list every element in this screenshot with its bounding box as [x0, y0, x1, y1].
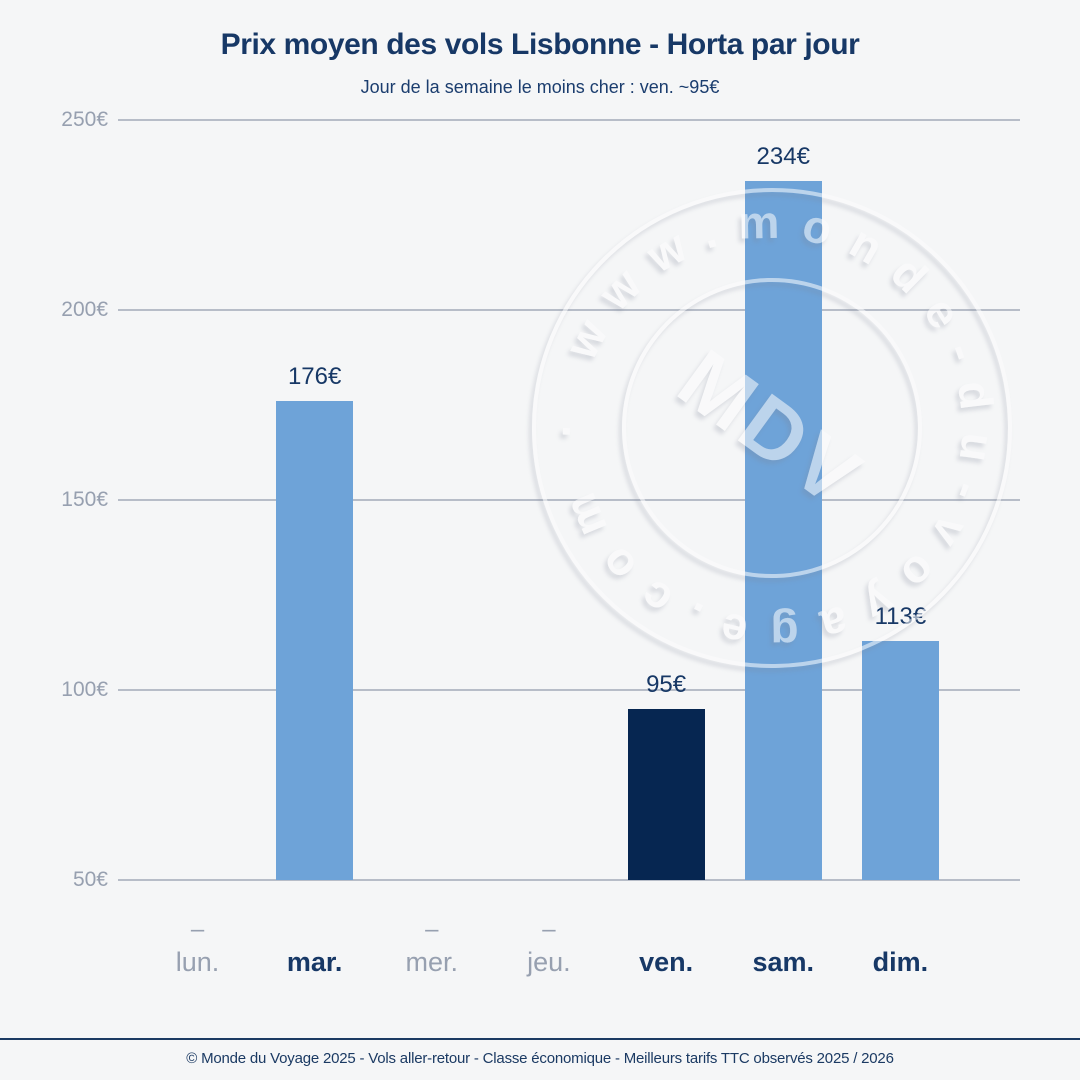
- x-axis-label-mar: mar.: [286, 947, 343, 977]
- y-axis-tick-label: 100€: [61, 678, 108, 701]
- y-axis-tick-label: 150€: [61, 488, 108, 511]
- footer-text: © Monde du Voyage 2025 - Vols aller-reto…: [186, 1050, 894, 1067]
- y-axis-tick-label: 50€: [72, 868, 108, 891]
- x-axis-label-ven: ven.: [639, 947, 694, 977]
- bar-value-label: 95€: [646, 671, 687, 698]
- bar: [276, 401, 354, 880]
- x-axis-label-dim: dim.: [872, 947, 929, 977]
- chart-title: Prix moyen des vols Lisbonne - Horta par…: [220, 28, 860, 61]
- x-axis-label-sam: sam.: [752, 947, 815, 977]
- gridline: [118, 119, 1020, 121]
- bar: [861, 640, 939, 880]
- gridline: [118, 309, 1020, 311]
- chart-subtitle: Jour de la semaine le moins cher : ven. …: [360, 77, 720, 97]
- gridline: [118, 499, 1020, 501]
- gridline: [118, 689, 1020, 691]
- no-data-dash: –: [425, 916, 439, 943]
- y-axis-tick-label: 250€: [61, 108, 108, 131]
- x-axis-label-mer: mer.: [405, 947, 459, 977]
- no-data-dash: –: [190, 916, 205, 943]
- bar: [744, 180, 822, 880]
- gridline: [118, 879, 1020, 881]
- bar-value-label: 176€: [287, 363, 342, 391]
- x-axis-label-jeu: jeu.: [527, 947, 571, 977]
- bar-cheapest-day: [627, 709, 705, 880]
- no-data-dash: –: [542, 916, 556, 943]
- bar-value-label: 234€: [756, 142, 810, 170]
- bar-value-label: 113€: [874, 602, 927, 630]
- footer-divider: [0, 1038, 1080, 1040]
- x-axis-label-lun: lun.: [175, 947, 220, 977]
- y-axis-tick-label: 200€: [61, 298, 108, 321]
